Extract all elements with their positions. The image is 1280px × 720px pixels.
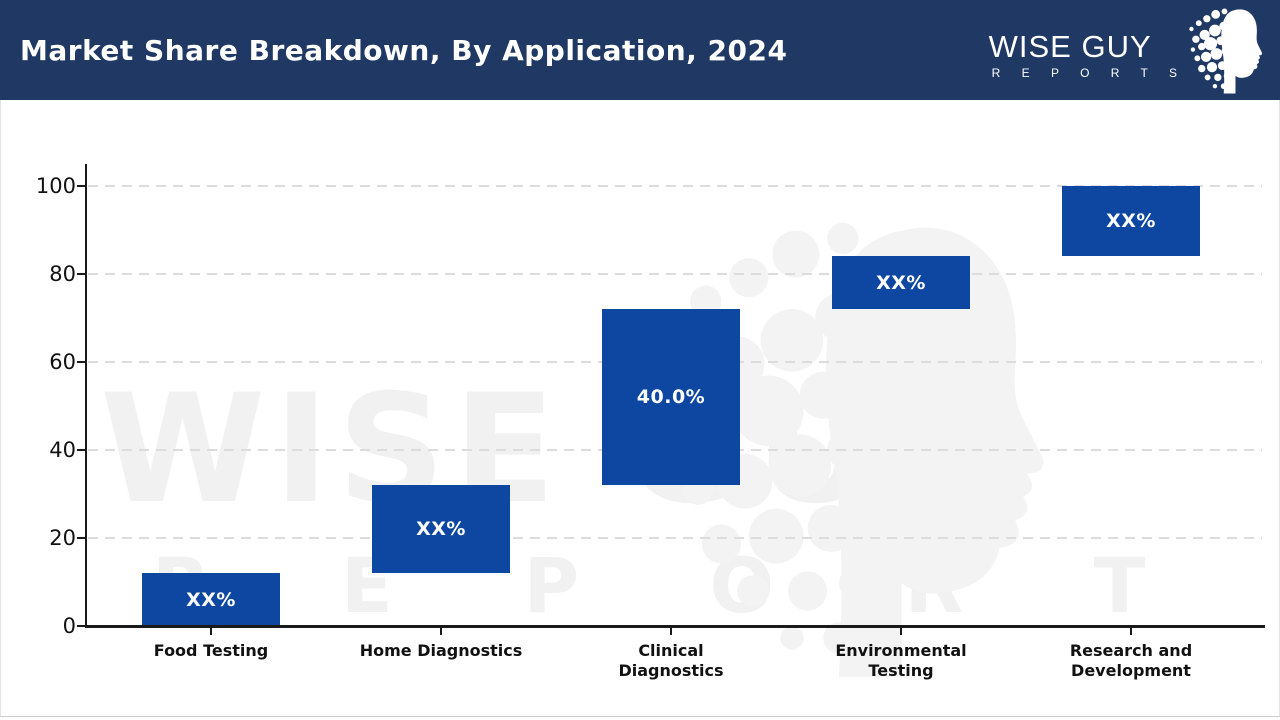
y-tick-100 bbox=[77, 185, 86, 187]
y-tick-label-60: 60 bbox=[49, 350, 76, 374]
y-axis-line bbox=[85, 164, 87, 628]
frame-left-hairline bbox=[0, 100, 1, 716]
y-tick-80 bbox=[77, 273, 86, 275]
x-category-label-line: Environmental bbox=[835, 641, 967, 660]
y-tick-label-20: 20 bbox=[49, 526, 76, 550]
x-tick-2 bbox=[670, 628, 672, 635]
bar-clinical-diagnostics: 40.0% bbox=[602, 309, 740, 486]
x-category-label-line: Home Diagnostics bbox=[359, 641, 523, 660]
y-tick-40 bbox=[77, 449, 86, 451]
y-tick-label-80: 80 bbox=[49, 262, 76, 286]
gridline-100 bbox=[88, 185, 1262, 187]
x-category-label-line: Development bbox=[1071, 661, 1191, 680]
frame-bottom-hairline bbox=[0, 716, 1280, 717]
x-tick-1 bbox=[440, 628, 442, 635]
x-category-label-line: Diagnostics bbox=[618, 661, 724, 680]
bar-food-testing: XX% bbox=[142, 573, 280, 626]
x-category-label-line: Food Testing bbox=[153, 641, 269, 660]
wiseguy-face-icon bbox=[1189, 8, 1262, 94]
x-tick-3 bbox=[900, 628, 902, 635]
bar-research-and-development: XX% bbox=[1062, 186, 1200, 257]
x-category-label-3: Environmental Testing bbox=[781, 641, 1021, 681]
bar-value-label: XX% bbox=[1106, 210, 1156, 233]
x-axis-line bbox=[85, 625, 1265, 628]
page-title: Market Share Breakdown, By Application, … bbox=[20, 33, 788, 67]
y-tick-label-100: 100 bbox=[35, 174, 76, 198]
header-bar: Market Share Breakdown, By Application, … bbox=[0, 0, 1280, 100]
x-category-label-line: Clinical bbox=[638, 641, 704, 660]
bar-value-label: XX% bbox=[876, 271, 926, 294]
x-category-label-line: Testing bbox=[868, 661, 934, 680]
y-tick-20 bbox=[77, 537, 86, 539]
wiseguy-logo-text: WISE GUY R E P O R T S bbox=[989, 29, 1186, 80]
wiseguy-logo: WISE GUY R E P O R T S bbox=[989, 6, 1264, 96]
bar-value-label: 40.0% bbox=[636, 386, 706, 409]
bar-environmental-testing: XX% bbox=[832, 256, 970, 310]
y-tick-60 bbox=[77, 361, 86, 363]
y-tick-label-0: 0 bbox=[62, 614, 76, 638]
gridline-20 bbox=[88, 537, 1262, 539]
bar-home-diagnostics: XX% bbox=[372, 485, 510, 574]
x-tick-0 bbox=[210, 628, 212, 635]
x-tick-4 bbox=[1130, 628, 1132, 635]
x-category-label-2: Clinical Diagnostics bbox=[551, 641, 791, 681]
bar-value-label: XX% bbox=[186, 588, 236, 611]
y-tick-0 bbox=[77, 625, 86, 627]
wiseguy-logo-subtitle: R E P O R T S bbox=[991, 65, 1186, 80]
x-category-label-0: Food Testing bbox=[91, 641, 331, 661]
y-tick-label-40: 40 bbox=[49, 438, 76, 462]
wiseguy-logo-wordmark: WISE GUY bbox=[988, 28, 1152, 64]
bar-value-label: XX% bbox=[416, 518, 466, 541]
gridline-80 bbox=[88, 273, 1262, 275]
x-category-label-1: Home Diagnostics bbox=[321, 641, 561, 661]
x-category-label-4: Research and Development bbox=[1011, 641, 1251, 681]
x-category-label-line: Research and bbox=[1069, 641, 1193, 660]
